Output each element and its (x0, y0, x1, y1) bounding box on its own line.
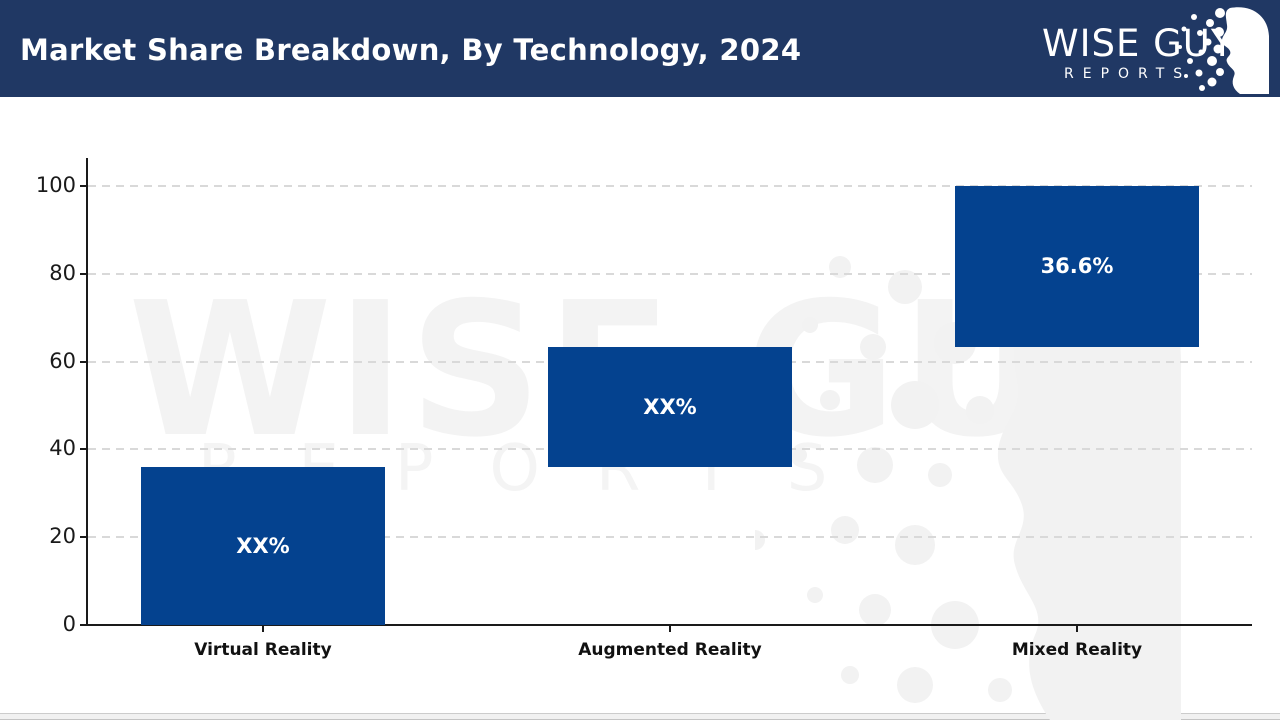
bar-mixed-reality: 36.6% (955, 186, 1199, 347)
footer-strip (0, 714, 1280, 719)
gridline (88, 272, 1252, 275)
wiseguy-face-icon (1172, 4, 1272, 98)
page-title: Market Share Breakdown, By Technology, 2… (20, 33, 802, 67)
logo-wiseguy-text: WISE GUY (1042, 22, 1235, 65)
gridline (88, 536, 1252, 539)
gridline (88, 185, 1252, 187)
y-tick-label: 0 (62, 612, 76, 636)
y-tick-label: 60 (49, 348, 76, 373)
y-axis-tick (80, 360, 87, 363)
x-tick-label: Augmented Reality (578, 640, 762, 660)
x-tick-label: Mixed Reality (1011, 640, 1143, 660)
x-axis-tick (262, 626, 264, 632)
x-axis-tick (1076, 626, 1078, 632)
header-bar: Market Share Breakdown, By Technology, 2… (0, 0, 1280, 97)
y-tick-label: 40 (49, 436, 76, 461)
y-axis-tick (80, 272, 87, 275)
bar-value-label: XX% (643, 394, 697, 419)
y-axis-line (86, 158, 88, 626)
bar-value-label: 36.6% (1040, 254, 1114, 279)
footer-divider (0, 713, 1280, 714)
y-tick-label: 80 (49, 260, 76, 285)
y-tick-label: 20 (49, 524, 76, 549)
watermark-face-icon (745, 225, 1185, 724)
y-tick-label: 100 (35, 173, 76, 197)
y-axis-tick (80, 448, 87, 451)
x-axis-tick (669, 626, 671, 632)
x-tick-label: Virtual Reality (194, 640, 332, 660)
logo-reports-text: REPORTS (1064, 66, 1192, 82)
bar-augmented-reality: XX% (548, 346, 792, 467)
bar-value-label: XX% (236, 533, 290, 558)
x-axis-line (86, 624, 1252, 626)
y-axis-tick (80, 624, 87, 626)
y-axis-tick (80, 536, 87, 539)
y-axis-tick (80, 185, 87, 187)
bar-virtual-reality: XX% (141, 466, 385, 625)
